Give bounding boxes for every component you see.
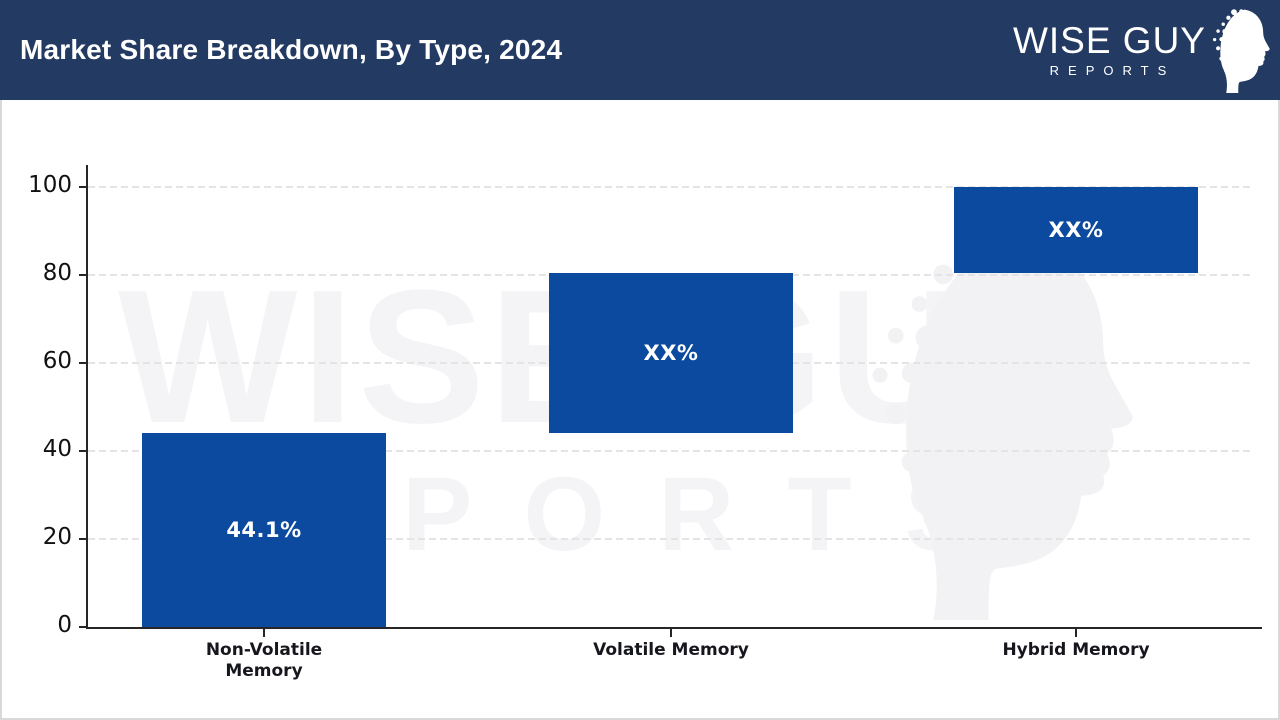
gridline-20 (88, 538, 1252, 540)
y-axis-line (86, 165, 88, 629)
header-bar: Market Share Breakdown, By Type, 2024 WI… (0, 0, 1280, 100)
y-tickmark-60 (79, 362, 88, 364)
y-tickmark-40 (79, 450, 88, 452)
y-tickmark-80 (79, 274, 88, 276)
bar-2: XX% (954, 187, 1198, 273)
y-tickmark-20 (79, 538, 88, 540)
logo-subtext: REPORTS (1049, 63, 1176, 78)
brand-logo: WISE GUY REPORTS (1013, 6, 1272, 94)
y-tick-label-100: 100 (28, 172, 72, 198)
x-category-label-2: Hybrid Memory (1002, 640, 1150, 660)
logo-face-icon (1208, 7, 1272, 93)
x-tickmark-1 (670, 629, 672, 637)
x-axis-line (86, 627, 1262, 629)
x-category-label-0: Non-Volatile Memory (205, 640, 323, 682)
logo-wordmark: WISE GUY (1012, 20, 1206, 61)
y-tick-label-20: 20 (42, 524, 72, 550)
logo-text: WISE GUY REPORTS (1013, 22, 1206, 78)
y-tick-label-0: 0 (57, 612, 72, 638)
y-tick-label-80: 80 (42, 260, 72, 286)
bar-value-label-2: XX% (1048, 217, 1104, 242)
y-tickmark-0 (79, 626, 88, 628)
bar-value-label-1: XX% (643, 340, 699, 365)
y-tickmark-100 (79, 186, 88, 188)
bar-0: 44.1% (142, 432, 386, 627)
page-title: Market Share Breakdown, By Type, 2024 (20, 34, 563, 65)
gridline-40 (88, 450, 1252, 452)
gridline-100 (88, 186, 1252, 188)
bar-1: XX% (549, 272, 793, 433)
x-tickmark-2 (1075, 629, 1077, 637)
y-tick-label-40: 40 (42, 436, 72, 462)
y-tick-label-60: 60 (42, 348, 72, 374)
x-category-label-1: Volatile Memory (593, 640, 749, 660)
bar-value-label-0: 44.1% (226, 517, 302, 542)
x-tickmark-0 (263, 629, 265, 637)
